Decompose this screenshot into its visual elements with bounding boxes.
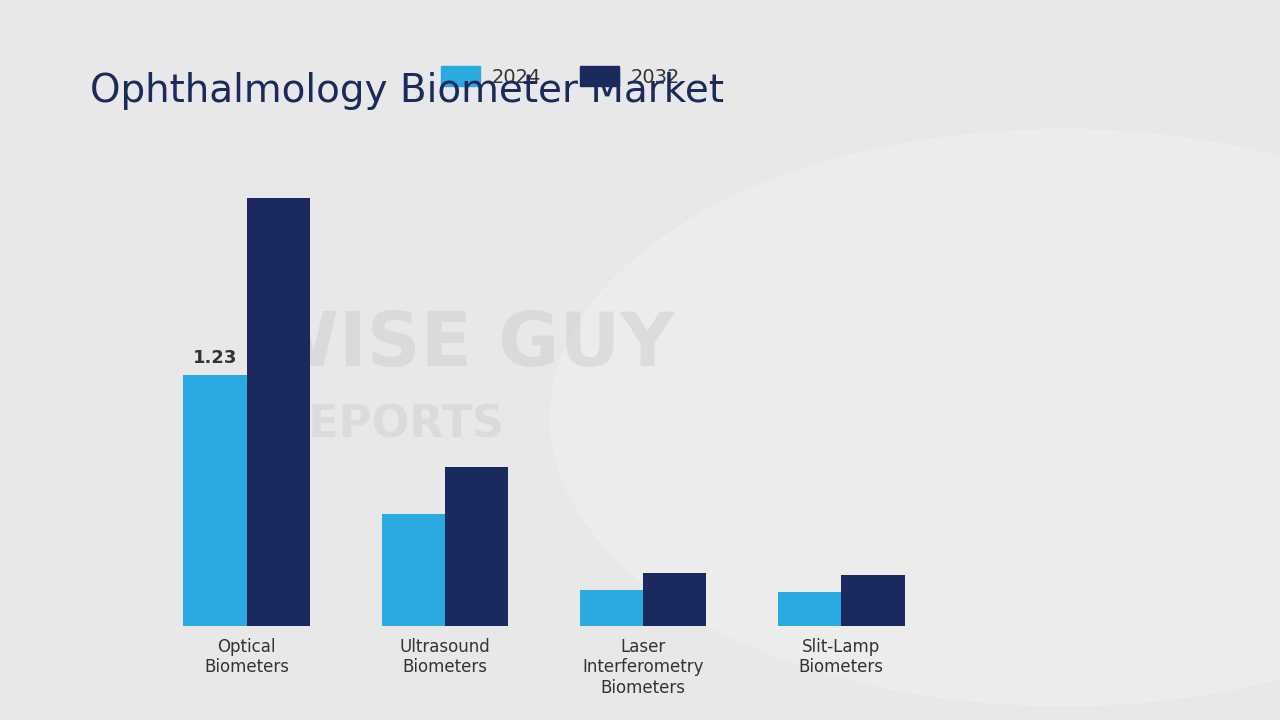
Legend: 2024, 2032: 2024, 2032 bbox=[434, 58, 687, 94]
Bar bbox=[778, 592, 841, 626]
Bar bbox=[183, 375, 247, 626]
Bar bbox=[580, 590, 643, 626]
Circle shape bbox=[550, 130, 1280, 706]
Bar bbox=[381, 514, 445, 626]
Bar bbox=[841, 575, 905, 626]
Bar bbox=[445, 467, 508, 626]
Bar bbox=[643, 573, 707, 626]
Bar bbox=[247, 198, 310, 626]
Text: REPORTS: REPORTS bbox=[275, 403, 506, 446]
Text: Ophthalmology Biometer Market: Ophthalmology Biometer Market bbox=[90, 72, 723, 110]
Text: WISE GUY: WISE GUY bbox=[256, 309, 675, 382]
Text: 1.23: 1.23 bbox=[193, 349, 237, 367]
